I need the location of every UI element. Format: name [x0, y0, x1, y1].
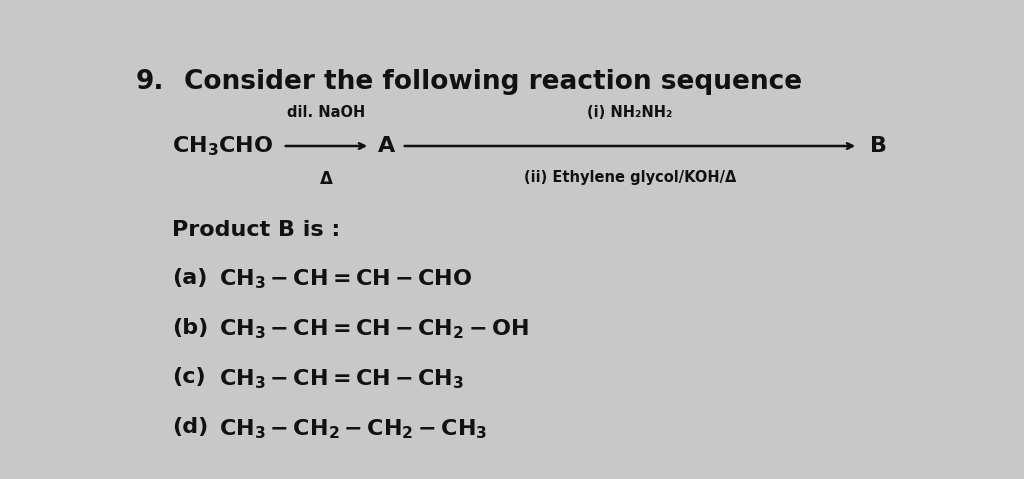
Text: $\mathregular{CH_3-CH=CH-CH_3}$: $\mathregular{CH_3-CH=CH-CH_3}$ — [219, 367, 464, 391]
Text: (d): (d) — [172, 417, 208, 437]
Text: $\mathregular{CH_3-CH_2-CH_2-CH_3}$: $\mathregular{CH_3-CH_2-CH_2-CH_3}$ — [219, 417, 487, 441]
Text: (c): (c) — [172, 367, 205, 388]
Text: (i) NH₂NH₂: (i) NH₂NH₂ — [588, 105, 673, 120]
Text: $\mathregular{CH_3-CH=CH-CH_2-OH}$: $\mathregular{CH_3-CH=CH-CH_2-OH}$ — [219, 318, 529, 341]
Text: Consider the following reaction sequence: Consider the following reaction sequence — [183, 68, 802, 94]
Text: A: A — [378, 136, 395, 156]
Text: B: B — [870, 136, 887, 156]
Text: (b): (b) — [172, 318, 208, 338]
Text: Product B is :: Product B is : — [172, 220, 340, 240]
Text: (a): (a) — [172, 268, 207, 288]
Text: $\mathregular{CH_3CHO}$: $\mathregular{CH_3CHO}$ — [172, 134, 273, 158]
Text: $\mathregular{CH_3-CH=CH-CHO}$: $\mathregular{CH_3-CH=CH-CHO}$ — [219, 268, 472, 291]
Text: dil. NaOH: dil. NaOH — [288, 105, 366, 120]
Text: 9.: 9. — [136, 68, 165, 94]
Text: (ii) Ethylene glycol/KOH/Δ: (ii) Ethylene glycol/KOH/Δ — [523, 170, 736, 185]
Text: Δ: Δ — [319, 170, 333, 188]
